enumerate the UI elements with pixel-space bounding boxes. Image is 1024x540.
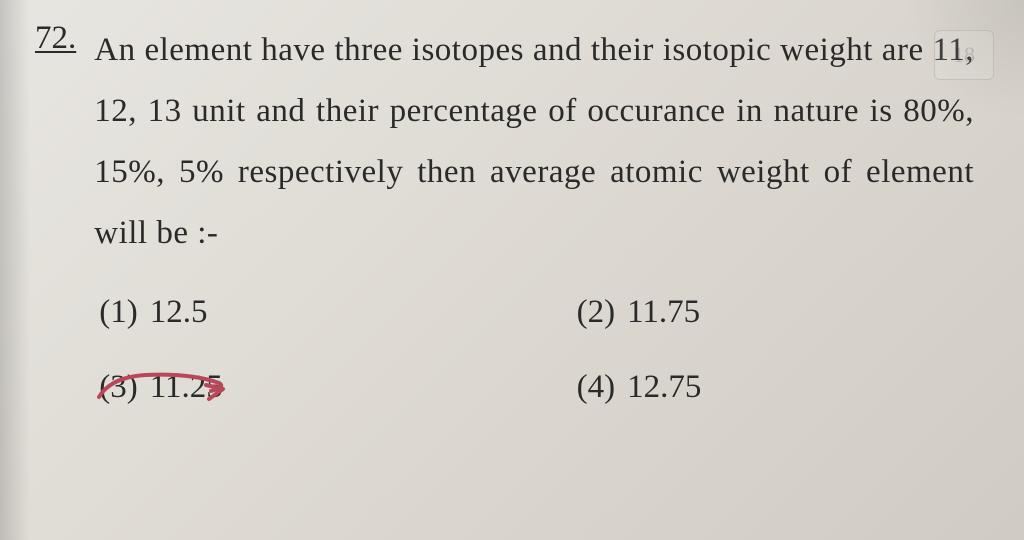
option-4-label: (4) — [577, 369, 615, 406]
options-grid: (1) 12.5 (2) 11.75 (3) 11.25 (4) — [94, 294, 974, 406]
question-container: 72. An element have three isotopes and t… — [35, 20, 974, 406]
option-2-label: (2) — [577, 294, 615, 331]
option-3-label: (3) — [99, 369, 137, 406]
option-1-label: (1) — [99, 294, 137, 331]
option-3: (3) 11.25 — [99, 369, 496, 406]
corner-page-number: 18 — [953, 42, 975, 68]
page-binding-shadow — [0, 0, 30, 540]
option-4-value: 12.75 — [627, 369, 701, 406]
question-body: An element have three isotopes and their… — [94, 20, 974, 406]
option-1-value: 12.5 — [150, 294, 208, 331]
option-4: (4) 12.75 — [577, 369, 974, 406]
page-number-corner: 18 — [934, 30, 994, 80]
question-number: 72. — [35, 20, 76, 406]
option-2: (2) 11.75 — [577, 294, 974, 331]
question-text: An element have three isotopes and their… — [94, 20, 974, 264]
option-1: (1) 12.5 — [99, 294, 496, 331]
option-3-value: 11.25 — [150, 369, 223, 406]
option-2-value: 11.75 — [627, 294, 700, 331]
